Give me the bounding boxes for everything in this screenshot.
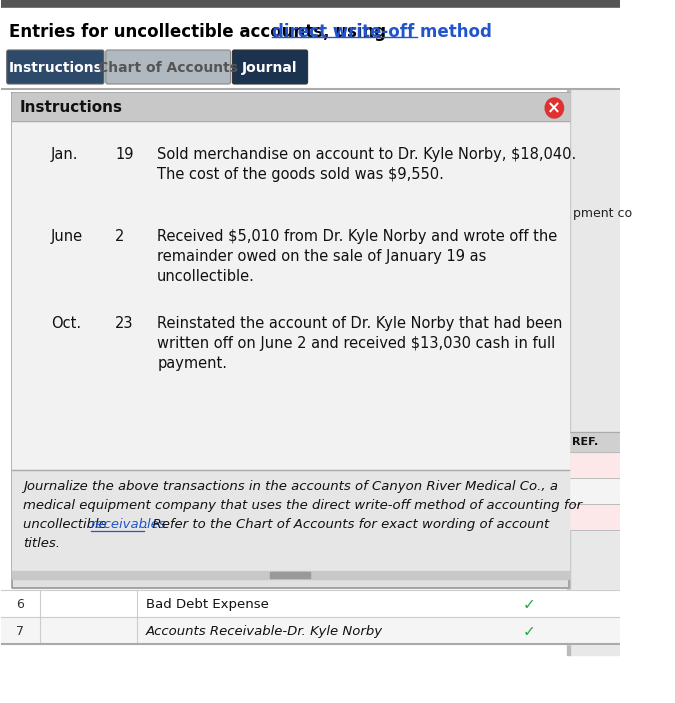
Text: ✓: ✓ [522,624,535,639]
Text: 6: 6 [17,598,24,611]
Text: The cost of the goods sold was $9,550.: The cost of the goods sold was $9,550. [157,167,444,182]
Text: medical equipment company that uses the direct write-off method of accounting fo: medical equipment company that uses the … [23,499,583,512]
Bar [12,470,569,578]
Text: direct write-off method: direct write-off method [273,23,492,41]
Bar [568,452,620,478]
Circle shape [545,98,564,118]
Text: Accounts Receivable-Dr. Kyle Norby: Accounts Receivable-Dr. Kyle Norby [146,625,383,638]
Bar [1,590,620,617]
Bar [568,478,620,504]
Text: uncollectible.: uncollectible. [157,269,255,284]
Text: remainder owed on the sale of January 19 as: remainder owed on the sale of January 19… [157,249,487,264]
Bar [12,571,569,579]
Text: 7: 7 [16,625,24,638]
Bar [568,432,620,452]
Text: Journalize the above transactions in the accounts of Canyon River Medical Co., a: Journalize the above transactions in the… [23,480,558,493]
Bar [1,0,620,8]
Text: written off on June 2 and received $13,030 cash in full: written off on June 2 and received $13,0… [157,336,556,351]
Text: Journal: Journal [242,61,298,75]
Bar [270,572,310,578]
Text: Bad Debt Expense: Bad Debt Expense [146,598,269,611]
Text: 23: 23 [115,316,134,331]
Text: REF.: REF. [572,437,598,447]
Text: 19: 19 [115,147,134,162]
Text: Entries for uncollectible accounts, using: Entries for uncollectible accounts, usin… [9,23,391,41]
Text: Oct.: Oct. [51,316,81,331]
Text: Reinstated the account of Dr. Kyle Norby that had been: Reinstated the account of Dr. Kyle Norby… [157,316,562,331]
Text: . Refer to the Chart of Accounts for exact wording of account: . Refer to the Chart of Accounts for exa… [144,518,549,531]
FancyBboxPatch shape [106,50,231,84]
Text: payment.: payment. [157,356,227,371]
Bar [1,617,620,644]
Text: 2: 2 [115,229,124,244]
Text: receivables: receivables [90,518,166,531]
Text: Chart of Accounts: Chart of Accounts [98,61,238,75]
Text: uncollectible: uncollectible [23,518,111,531]
Bar [568,504,620,530]
Text: Sold merchandise on account to Dr. Kyle Norby, $18,040.: Sold merchandise on account to Dr. Kyle … [157,147,576,162]
Text: pment co: pment co [572,207,632,219]
Text: Jan.: Jan. [51,147,78,162]
Bar [12,93,569,588]
FancyBboxPatch shape [232,50,308,84]
Bar [570,90,620,655]
Text: ×: × [547,100,562,117]
Bar [567,90,570,655]
Text: Instructions: Instructions [8,61,103,75]
Text: titles.: titles. [23,537,60,550]
Bar [12,93,569,121]
Text: Instructions: Instructions [20,101,123,115]
Text: ✓: ✓ [522,597,535,612]
Text: June: June [51,229,83,244]
Bar [12,121,569,470]
Text: Received $5,010 from Dr. Kyle Norby and wrote off the: Received $5,010 from Dr. Kyle Norby and … [157,229,558,244]
FancyBboxPatch shape [7,50,104,84]
